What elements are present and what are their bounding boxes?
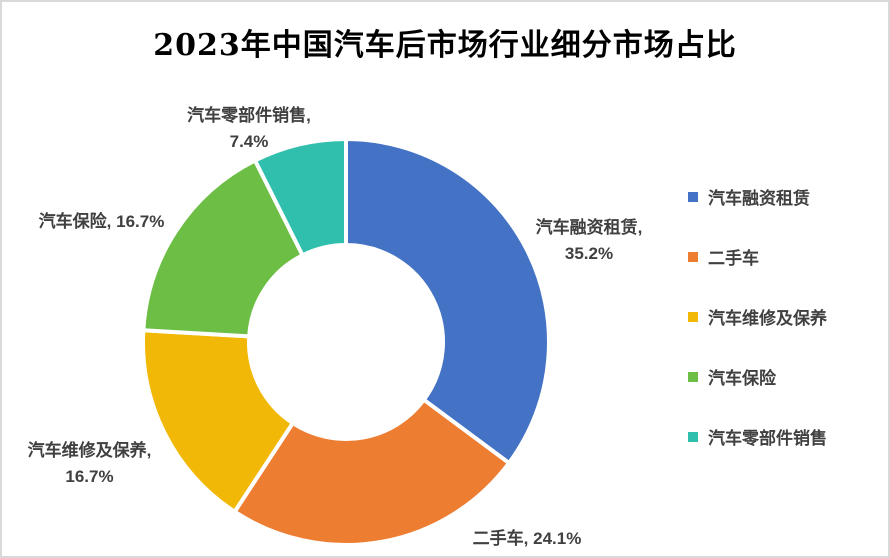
data-label-parts-sales: 汽车零部件销售, 7.4% (159, 103, 339, 155)
data-label-financing-lease: 汽车融资租赁, 35.2% (499, 215, 679, 267)
legend-label: 汽车维修及保养 (708, 309, 827, 328)
legend: 汽车融资租赁 二手车 汽车维修及保养 汽车保险 汽车零部件销售 (688, 185, 827, 448)
data-label-used-car-text: 二手车, 24.1% (472, 529, 582, 548)
legend-item-parts-sales: 汽车零部件销售 (688, 425, 827, 448)
legend-swatch-icon (688, 191, 698, 202)
data-label-parts-sales-name: 汽车零部件销售, (187, 106, 311, 125)
donut-slice-2 (140, 328, 295, 514)
data-label-financing-lease-name: 汽车融资租赁, (535, 218, 643, 237)
legend-swatch-icon (688, 251, 698, 262)
data-label-repair-maintenance-value: 16.7% (65, 467, 114, 486)
legend-swatch-icon (688, 371, 698, 382)
legend-swatch-icon (688, 431, 698, 442)
data-label-used-car: 二手车, 24.1% (432, 526, 622, 552)
legend-label: 汽车保险 (708, 369, 776, 388)
donut-slice-3 (141, 158, 305, 339)
legend-label: 汽车融资租赁 (708, 189, 810, 208)
data-label-repair-maintenance: 汽车维修及保养, 16.7% (2, 438, 177, 490)
data-label-insurance: 汽车保险, 16.7% (14, 209, 189, 235)
donut-slice-1 (232, 397, 511, 547)
legend-item-used-car: 二手车 (688, 245, 827, 268)
data-label-parts-sales-value: 7.4% (229, 132, 269, 151)
donut-slice-4 (253, 137, 348, 258)
data-label-financing-lease-value: 35.2% (564, 244, 614, 263)
legend-item-repair-maintenance: 汽车维修及保养 (688, 305, 827, 328)
legend-swatch-icon (688, 311, 698, 322)
legend-label: 汽车零部件销售 (708, 429, 827, 448)
data-label-repair-maintenance-name: 汽车维修及保养, (27, 441, 152, 460)
donut-slice-0 (344, 137, 551, 466)
legend-item-insurance: 汽车保险 (688, 365, 827, 388)
legend-item-financing-lease: 汽车融资租赁 (688, 185, 827, 208)
data-label-insurance-text: 汽车保险, 16.7% (38, 212, 165, 231)
chart-title: 2023年中国汽车后市场行业细分市场占比 (153, 28, 737, 63)
legend-label: 二手车 (708, 249, 759, 268)
